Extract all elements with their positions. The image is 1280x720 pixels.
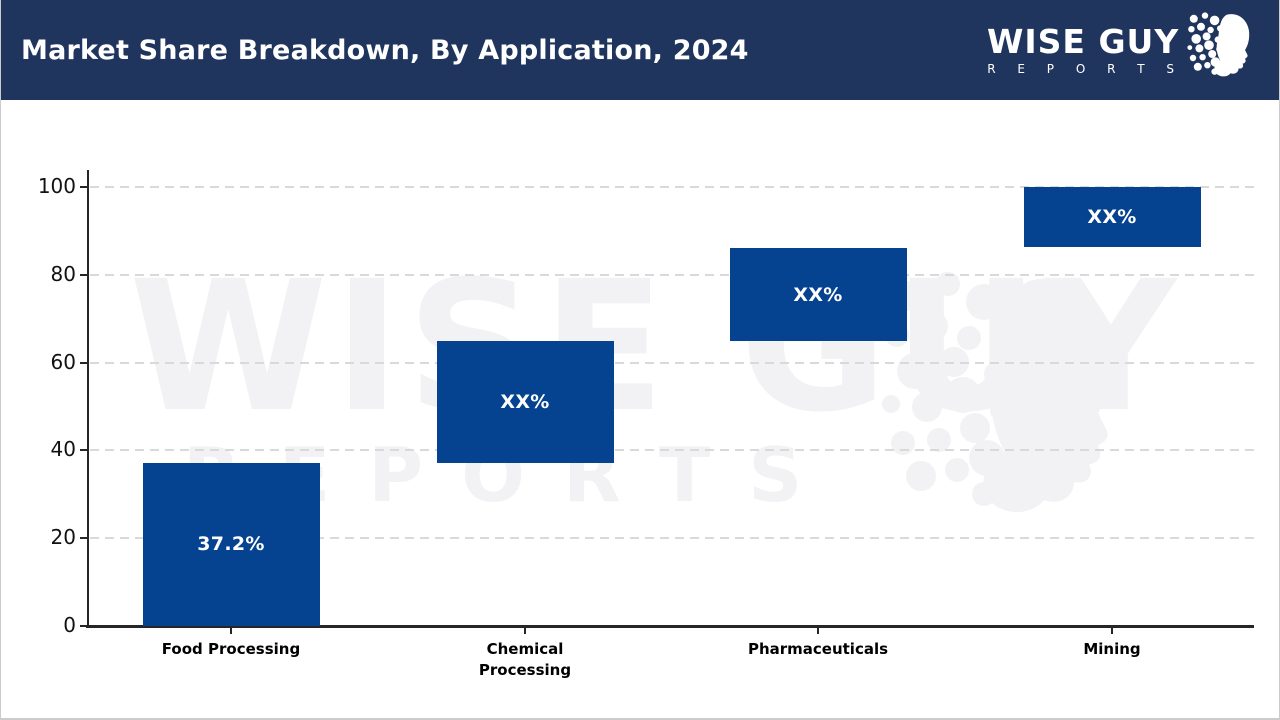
bar-value-label-mining: XX% xyxy=(1087,205,1137,228)
category-label-food-processing: Food Processing xyxy=(161,640,301,658)
logo-primary-text: WISE GUY xyxy=(986,21,1180,61)
bar-chemical-processing: XX% xyxy=(436,340,614,463)
logo-secondary-text: R E P O R T S xyxy=(987,61,1183,76)
category-label-chemical-processing: Chemical Processing xyxy=(478,640,572,679)
x-tick-food-processing xyxy=(230,628,232,634)
x-tick-pharmaceuticals xyxy=(817,628,819,634)
y-tick-60 xyxy=(80,361,87,364)
page-title: Market Share Breakdown, By Application, … xyxy=(21,34,749,66)
y-tick-100 xyxy=(80,186,87,188)
y-tick-20 xyxy=(80,537,87,540)
bar-food-processing: 37.2% xyxy=(142,462,320,626)
logo-face-icon xyxy=(1187,12,1250,77)
y-tick-label-60: 60 xyxy=(50,349,76,374)
x-tick-mining xyxy=(1111,628,1113,634)
y-tick-40 xyxy=(80,449,87,452)
y-tick-0 xyxy=(80,625,87,627)
y-tick-80 xyxy=(80,273,87,276)
logo-text: WISE GUY R E P O R T S xyxy=(983,25,1183,76)
x-axis-line xyxy=(86,625,1254,628)
y-tick-label-0: 0 xyxy=(63,613,76,637)
bar-value-label-chemical-processing: XX% xyxy=(500,390,550,413)
gridline-80 xyxy=(90,273,1254,276)
gridline-100 xyxy=(90,186,1254,188)
y-axis-line xyxy=(87,170,89,628)
gridline-40 xyxy=(90,449,1254,452)
y-tick-label-80: 80 xyxy=(50,261,76,286)
header: Market Share Breakdown, By Application, … xyxy=(1,0,1279,100)
bar-pharmaceuticals: XX% xyxy=(729,248,907,341)
y-tick-label-40: 40 xyxy=(50,437,76,462)
wise-guy-logo: WISE GUY R E P O R T S xyxy=(983,8,1265,92)
y-tick-label-100: 100 xyxy=(37,174,76,198)
category-label-mining: Mining xyxy=(1083,640,1141,658)
y-tick-label-20: 20 xyxy=(50,525,76,550)
bar-value-label-food-processing: 37.2% xyxy=(197,533,265,556)
gridline-60 xyxy=(90,361,1254,364)
category-label-pharmaceuticals: Pharmaceuticals xyxy=(747,640,889,658)
x-tick-chemical-processing xyxy=(524,628,526,634)
gridline-20 xyxy=(90,537,1254,540)
bar-mining: XX% xyxy=(1023,187,1201,247)
bar-value-label-pharmaceuticals: XX% xyxy=(793,283,843,306)
